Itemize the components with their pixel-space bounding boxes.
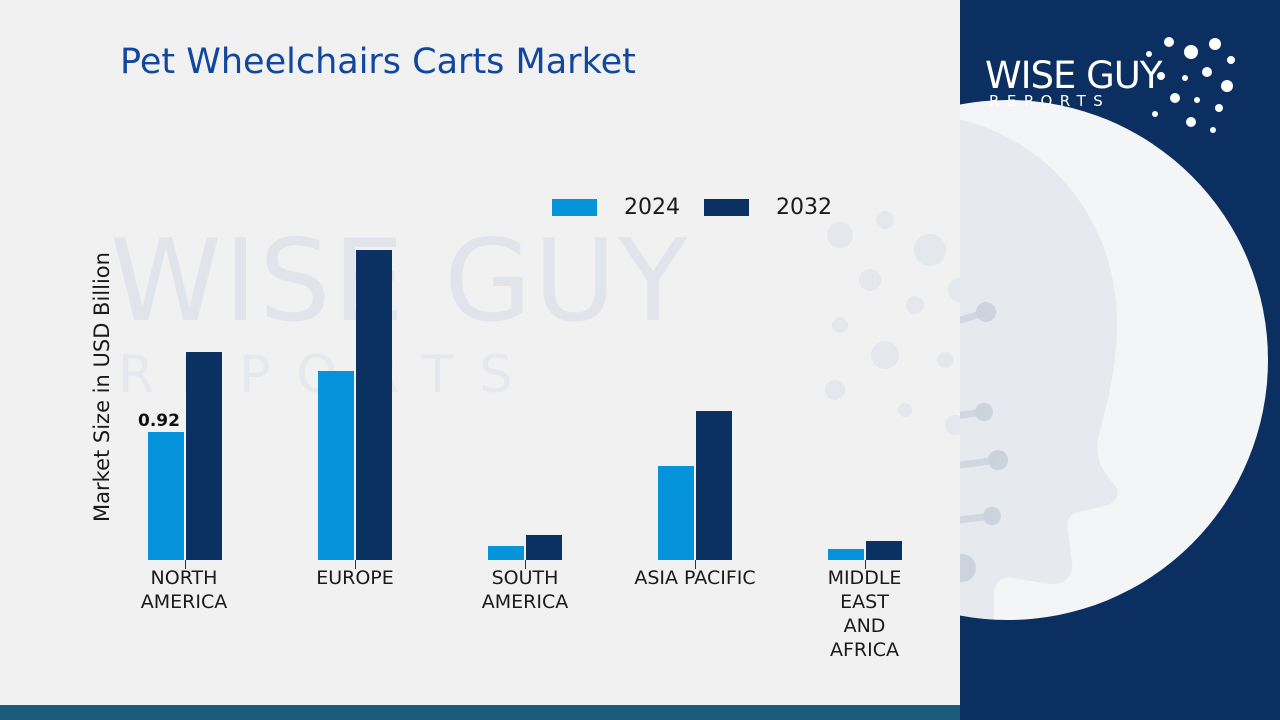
category-label-north-america: NORTH AMERICA [109, 566, 259, 614]
plot-area: Market Size in USD Billion 0.92 NORTH AM… [90, 250, 907, 662]
page-title: Pet Wheelchairs Carts Market [120, 42, 636, 82]
category-label-asia-pacific-text: ASIA PACIFIC [634, 567, 756, 589]
bar-2032-europe [356, 250, 392, 560]
category-label-asia-pacific: ASIA PACIFIC [620, 566, 770, 590]
bar-2032-asia-pacific [696, 411, 732, 560]
brain-network-icon [960, 114, 1118, 620]
legend-item-2024[interactable]: 2024 [552, 195, 680, 220]
category-label-south-america-text: SOUTH AMERICA [481, 567, 569, 613]
axis-tick-south-america [525, 560, 526, 569]
axis-tick-asia-pacific [695, 560, 696, 569]
category-label-europe: EUROPE [280, 566, 430, 590]
footer-accent-bar [0, 705, 960, 720]
category-label-middle-east-and-africa: MIDDLE EAST AND AFRICA [822, 566, 907, 662]
category-label-europe-text: EUROPE [316, 567, 394, 589]
bar-2032-south-america [526, 535, 562, 560]
bar-2032-north-america [186, 352, 222, 560]
bar-2024-south-america [488, 546, 524, 560]
bar-2024-middle-east-and-africa [828, 549, 864, 560]
logo-primary-text: WISE GUY [985, 54, 1162, 97]
brand-panel [960, 0, 1280, 720]
y-axis-label: Market Size in USD Billion [90, 252, 114, 522]
legend-swatch-2024 [552, 199, 597, 216]
axis-tick-north-america [185, 560, 186, 569]
bar-2032-middle-east-and-africa [866, 541, 902, 560]
brand-logo: WISE GUY REPORTS [985, 30, 1235, 133]
legend-swatch-2032 [704, 199, 749, 216]
logo-dots-icon [1146, 37, 1235, 133]
logo-secondary-text: REPORTS [989, 92, 1111, 110]
axis-tick-europe [355, 560, 356, 569]
category-label-middle-east-and-africa-text: MIDDLE EAST AND AFRICA [827, 567, 902, 661]
bar-value-north-america-2024: 0.92 [138, 411, 180, 431]
axis-tick-middle-east-and-africa [865, 560, 866, 569]
bar-2024-north-america [148, 432, 184, 560]
bar-2024-europe [318, 371, 354, 560]
legend-item-2032[interactable]: 2032 [704, 195, 832, 220]
category-label-north-america-text: NORTH AMERICA [140, 567, 228, 613]
bar-2024-asia-pacific [658, 466, 694, 560]
legend-label-2024: 2024 [624, 195, 680, 220]
legend-label-2032: 2032 [776, 195, 832, 220]
category-label-south-america: SOUTH AMERICA [450, 566, 600, 614]
